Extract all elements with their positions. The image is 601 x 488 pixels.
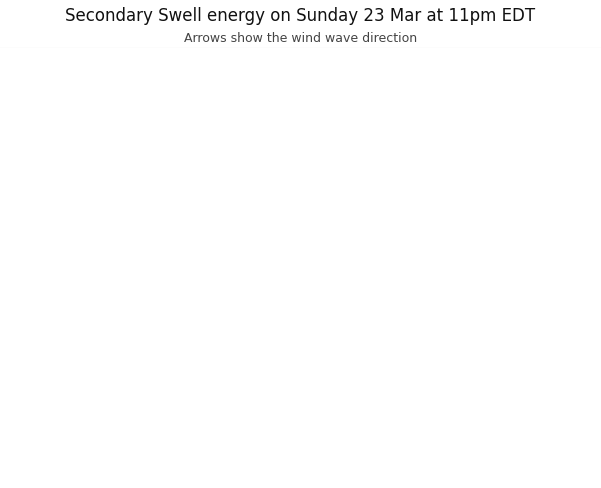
Text: Secondary Swell energy on Sunday 23 Mar at 11pm EDT: Secondary Swell energy on Sunday 23 Mar … bbox=[66, 7, 535, 24]
Text: Map requires cartopy: Map requires cartopy bbox=[197, 259, 404, 278]
Text: Arrows show the wind wave direction: Arrows show the wind wave direction bbox=[184, 32, 417, 44]
